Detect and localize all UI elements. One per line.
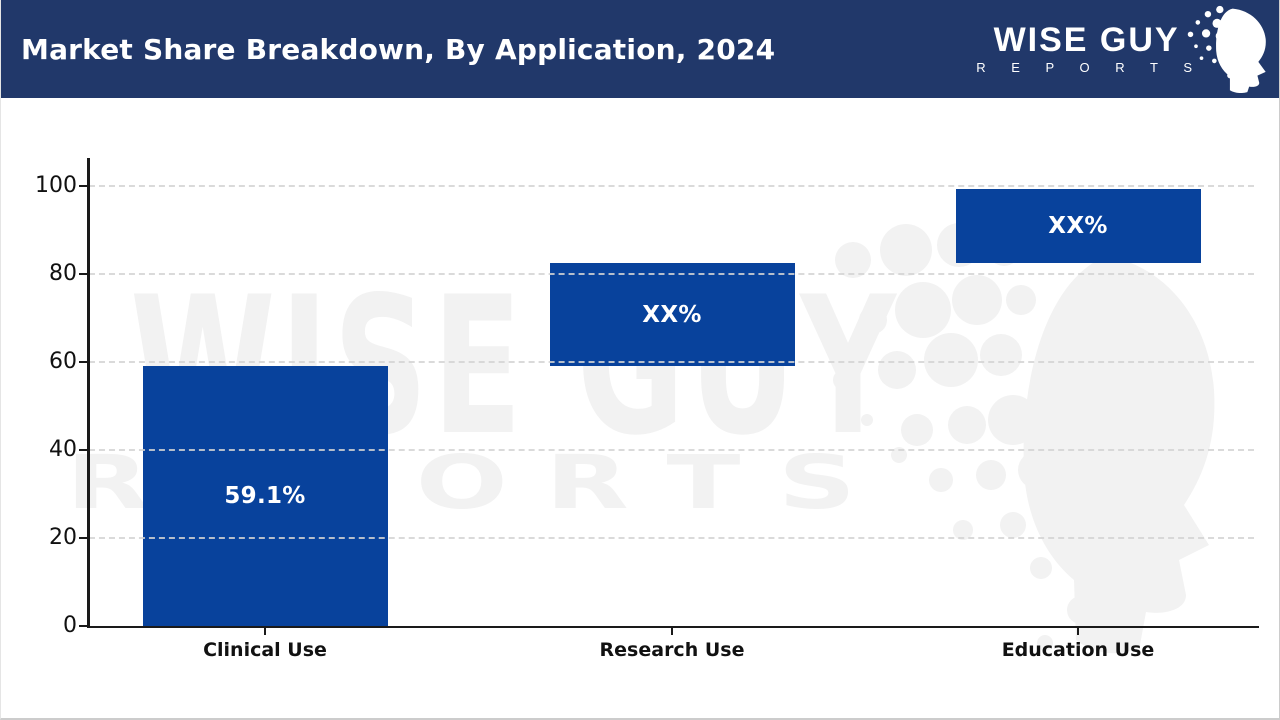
logo-wordmark-line1: WISE GUY: [993, 21, 1180, 59]
y-tick-label: 60: [49, 349, 77, 374]
watermark-head-dots: [833, 223, 1095, 651]
x-category-label: Education Use: [1001, 639, 1155, 661]
page-title: Market Share Breakdown, By Application, …: [21, 32, 776, 66]
y-tick-mark: [79, 184, 88, 188]
bar-value-label: 59.1%: [224, 482, 306, 509]
y-tick-mark: [79, 360, 88, 364]
x-tick-mark: [263, 628, 267, 635]
y-tick-mark: [79, 624, 88, 628]
y-tick-label: 80: [49, 261, 77, 286]
y-tick-label: 40: [49, 437, 77, 462]
x-category-label: Research Use: [599, 639, 745, 661]
grid-line: [89, 449, 1254, 451]
bar-value-label: XX%: [1048, 213, 1108, 240]
brand-logo: WISE GUY R E P O R T S: [970, 4, 1275, 94]
y-tick-label: 0: [63, 613, 77, 638]
watermark-head-profile: [1023, 256, 1215, 654]
y-axis-line: [87, 158, 90, 628]
logo-wordmark-line2: R E P O R T S: [976, 60, 1203, 75]
grid-line: [89, 185, 1254, 187]
chart-area: WISE GUY R E P O R T S 59.1%: [1, 98, 1279, 718]
y-tick-label: 20: [49, 525, 77, 550]
logo-wordmark: WISE GUY R E P O R T S: [970, 23, 1203, 75]
y-tick-mark: [79, 536, 88, 540]
x-axis-line: [87, 625, 1259, 628]
grid-line: [89, 537, 1254, 539]
x-tick-mark: [1076, 628, 1080, 635]
grid-line: [89, 361, 1254, 363]
bar-value-label: XX%: [642, 301, 702, 328]
y-tick-mark: [79, 272, 88, 276]
y-tick-label: 100: [35, 173, 77, 198]
header-bar: Market Share Breakdown, By Application, …: [1, 0, 1279, 98]
y-tick-mark: [79, 448, 88, 452]
grid-line: [89, 273, 1254, 275]
x-category-label: Clinical Use: [203, 639, 327, 661]
bar-clinical-use: 59.1%: [142, 365, 388, 626]
x-tick-mark: [670, 628, 674, 635]
bar-research-use: XX%: [549, 263, 795, 366]
bar-education-use: XX%: [955, 189, 1201, 264]
logo-head-icon: [1187, 5, 1266, 93]
